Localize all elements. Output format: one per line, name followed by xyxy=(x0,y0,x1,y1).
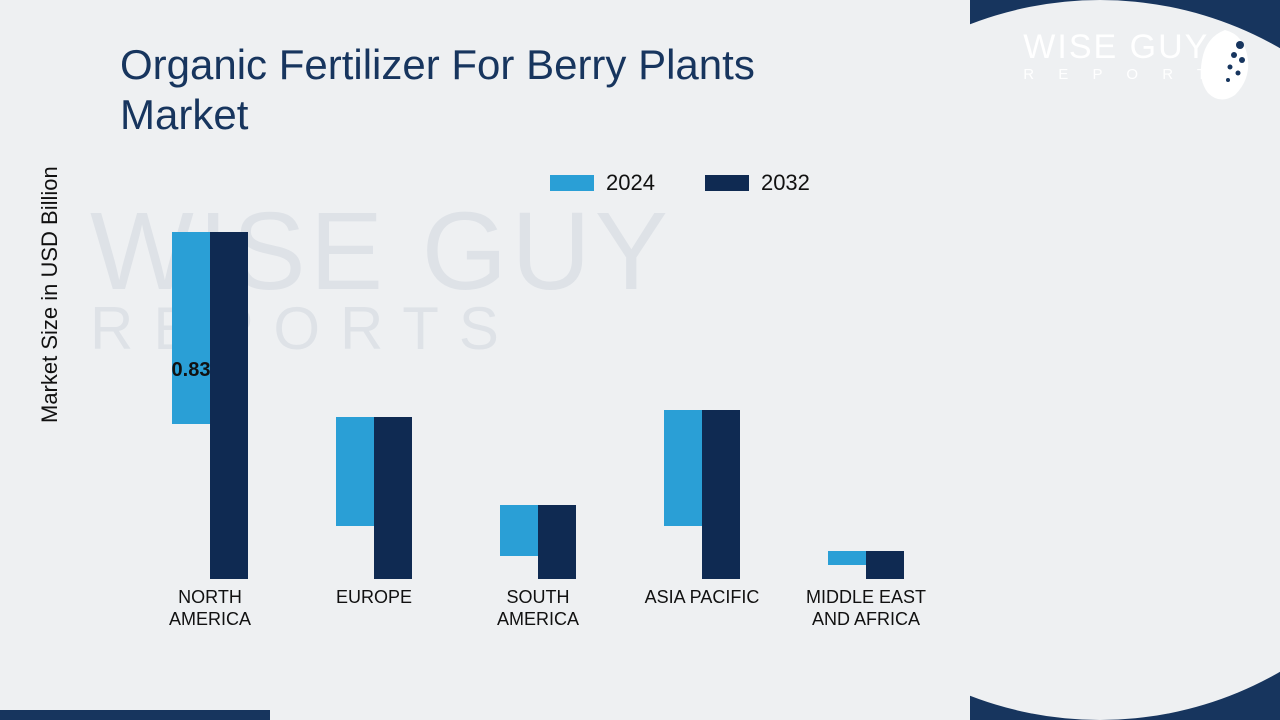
legend-swatch-2032 xyxy=(705,175,749,191)
x-axis-label: ASIA PACIFIC xyxy=(637,587,767,609)
brand-sidebar xyxy=(970,0,1280,720)
footer-accent-bar xyxy=(0,710,270,720)
chart-area: Market Size in USD Billion 2024 2032 NOR… xyxy=(60,170,960,690)
bar-group: EUROPE xyxy=(314,417,434,579)
bar-group: SOUTH AMERICA xyxy=(478,505,598,579)
legend: 2024 2032 xyxy=(550,170,810,196)
bar-group: ASIA PACIFIC xyxy=(642,410,762,579)
bar xyxy=(664,410,702,526)
bar xyxy=(172,232,210,424)
bar xyxy=(866,551,904,579)
legend-item-2032: 2032 xyxy=(705,170,810,196)
x-axis-label: SOUTH AMERICA xyxy=(473,587,603,630)
bar xyxy=(374,417,412,579)
bar xyxy=(336,417,374,526)
y-axis-label: Market Size in USD Billion xyxy=(37,166,63,423)
x-axis-label: MIDDLE EAST AND AFRICA xyxy=(801,587,931,630)
bar xyxy=(702,410,740,579)
bar xyxy=(828,551,866,565)
chart-title: Organic Fertilizer For Berry Plants Mark… xyxy=(120,40,880,141)
bar xyxy=(538,505,576,579)
legend-item-2024: 2024 xyxy=(550,170,655,196)
bar xyxy=(210,232,248,579)
x-axis-label: EUROPE xyxy=(309,587,439,609)
plot-region: NORTH AMERICA EUROPE SOUTH AMERICA ASIA PAC… xyxy=(140,210,960,580)
legend-label-2024: 2024 xyxy=(606,170,655,196)
bar-group: NORTH AMERICA xyxy=(150,232,270,579)
legend-label-2032: 2032 xyxy=(761,170,810,196)
bar-data-label: 0.83 xyxy=(172,359,211,382)
bar-group: MIDDLE EAST AND AFRICA xyxy=(806,551,926,579)
legend-swatch-2024 xyxy=(550,175,594,191)
brand-logo: WISE GUY R E P O R T S xyxy=(1023,30,1250,83)
x-axis-label: NORTH AMERICA xyxy=(145,587,275,630)
bar xyxy=(500,505,538,556)
head-dots-icon xyxy=(1190,25,1260,105)
